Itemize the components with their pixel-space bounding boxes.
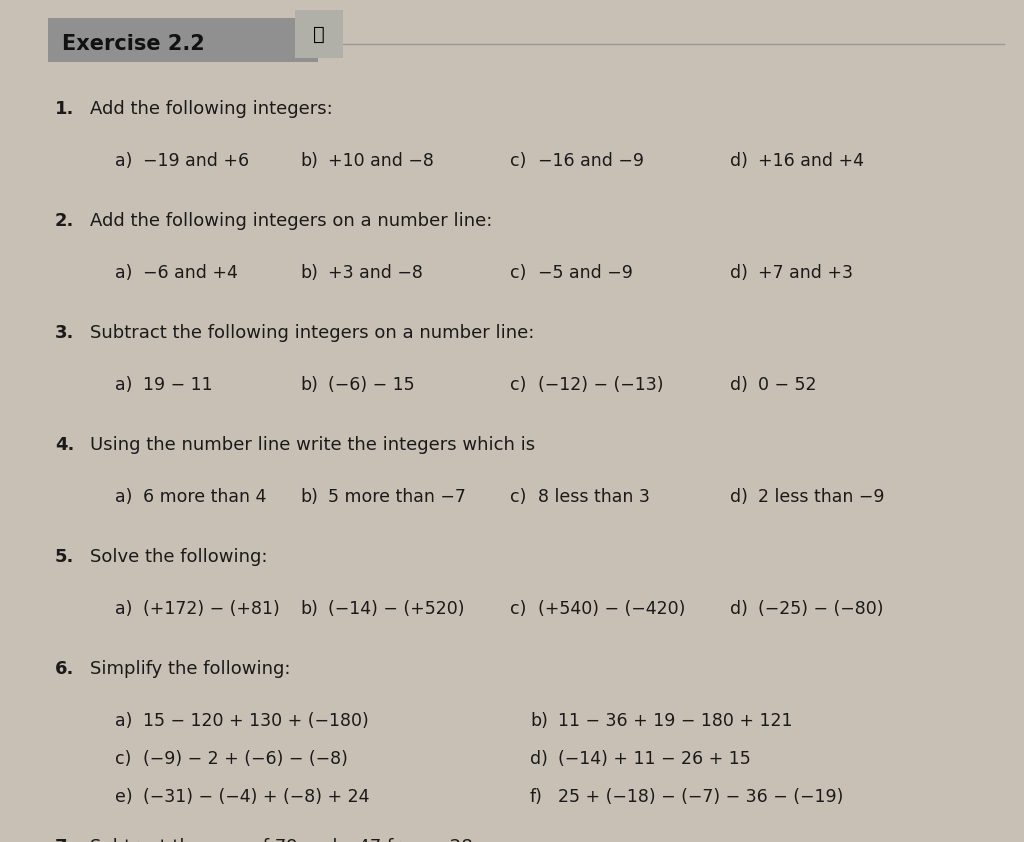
Text: 7.: 7. (55, 838, 75, 842)
Text: Subtract the sum of 79 and −47 from −28.: Subtract the sum of 79 and −47 from −28. (90, 838, 478, 842)
Text: (−6) − 15: (−6) − 15 (328, 376, 415, 394)
Text: f): f) (530, 788, 543, 806)
Text: (−12) − (−13): (−12) − (−13) (538, 376, 664, 394)
Text: b): b) (530, 712, 548, 730)
Text: a): a) (115, 376, 132, 394)
Text: Exercise 2.2: Exercise 2.2 (62, 34, 205, 54)
Text: 11 − 36 + 19 − 180 + 121: 11 − 36 + 19 − 180 + 121 (558, 712, 793, 730)
Text: (−25) − (−80): (−25) − (−80) (758, 600, 884, 618)
Text: a): a) (115, 152, 132, 170)
Text: e): e) (115, 788, 133, 806)
Text: b): b) (300, 152, 317, 170)
Text: 📓: 📓 (313, 24, 325, 44)
Text: +16 and +4: +16 and +4 (758, 152, 864, 170)
Text: c): c) (115, 750, 131, 768)
Text: Using the number line write the integers which is: Using the number line write the integers… (90, 436, 536, 454)
Text: b): b) (300, 488, 317, 506)
Text: d): d) (730, 264, 748, 282)
Text: a): a) (115, 488, 132, 506)
Text: 5.: 5. (55, 548, 75, 566)
Text: c): c) (510, 264, 526, 282)
Text: 6 more than 4: 6 more than 4 (143, 488, 266, 506)
Text: −19 and +6: −19 and +6 (143, 152, 249, 170)
Text: a): a) (115, 264, 132, 282)
Text: 19 − 11: 19 − 11 (143, 376, 213, 394)
Text: b): b) (300, 264, 317, 282)
Text: (−14) + 11 − 26 + 15: (−14) + 11 − 26 + 15 (558, 750, 751, 768)
Text: 25 + (−18) − (−7) − 36 − (−19): 25 + (−18) − (−7) − 36 − (−19) (558, 788, 844, 806)
Text: (+540) − (−420): (+540) − (−420) (538, 600, 685, 618)
Text: d): d) (730, 152, 748, 170)
Text: Simplify the following:: Simplify the following: (90, 660, 291, 678)
Text: 3.: 3. (55, 324, 75, 342)
Text: 6.: 6. (55, 660, 75, 678)
Text: 2.: 2. (55, 212, 75, 230)
FancyBboxPatch shape (48, 18, 318, 62)
Text: Subtract the following integers on a number line:: Subtract the following integers on a num… (90, 324, 535, 342)
Text: (−14) − (+520): (−14) − (+520) (328, 600, 465, 618)
Text: b): b) (300, 600, 317, 618)
Text: d): d) (730, 376, 748, 394)
Text: (+172) − (+81): (+172) − (+81) (143, 600, 280, 618)
FancyBboxPatch shape (295, 10, 343, 58)
Text: 4.: 4. (55, 436, 75, 454)
Text: +10 and −8: +10 and −8 (328, 152, 434, 170)
Text: +3 and −8: +3 and −8 (328, 264, 423, 282)
Text: −16 and −9: −16 and −9 (538, 152, 644, 170)
Text: 15 − 120 + 130 + (−180): 15 − 120 + 130 + (−180) (143, 712, 369, 730)
Text: 1.: 1. (55, 100, 75, 118)
Text: Solve the following:: Solve the following: (90, 548, 267, 566)
Text: 5 more than −7: 5 more than −7 (328, 488, 466, 506)
Text: −5 and −9: −5 and −9 (538, 264, 633, 282)
Text: (−9) − 2 + (−6) − (−8): (−9) − 2 + (−6) − (−8) (143, 750, 348, 768)
Text: d): d) (730, 488, 748, 506)
Text: c): c) (510, 152, 526, 170)
Text: c): c) (510, 600, 526, 618)
Text: Add the following integers:: Add the following integers: (90, 100, 333, 118)
Text: 2 less than −9: 2 less than −9 (758, 488, 885, 506)
Text: d): d) (730, 600, 748, 618)
Text: a): a) (115, 600, 132, 618)
Text: 0 − 52: 0 − 52 (758, 376, 816, 394)
Text: (−31) − (−4) + (−8) + 24: (−31) − (−4) + (−8) + 24 (143, 788, 370, 806)
Text: d): d) (530, 750, 548, 768)
Text: −6 and +4: −6 and +4 (143, 264, 238, 282)
Text: b): b) (300, 376, 317, 394)
Text: 8 less than 3: 8 less than 3 (538, 488, 650, 506)
Text: a): a) (115, 712, 132, 730)
Text: c): c) (510, 488, 526, 506)
Text: Add the following integers on a number line:: Add the following integers on a number l… (90, 212, 493, 230)
Text: c): c) (510, 376, 526, 394)
Text: +7 and +3: +7 and +3 (758, 264, 853, 282)
